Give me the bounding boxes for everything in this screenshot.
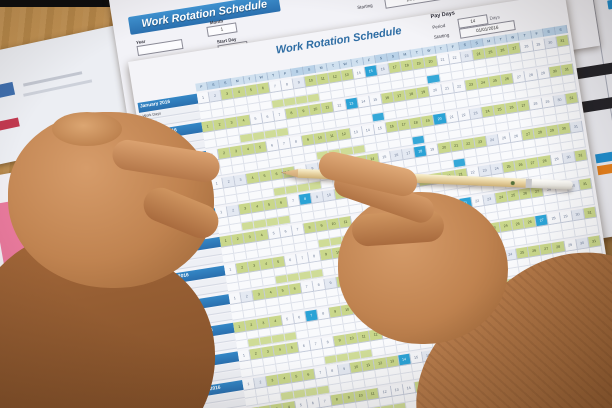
starting-label: Starting (356, 2, 373, 11)
back-sheet-title-banner: Work Rotation Schedule (127, 0, 281, 35)
sub-cell (568, 110, 582, 121)
blue-chart-mark (0, 81, 16, 100)
pencil-sharpened-tip (281, 168, 299, 178)
sub-cell (572, 139, 586, 150)
period-unit: Days (489, 14, 501, 21)
sub-cell (559, 53, 573, 64)
pencil-end-cap (531, 178, 573, 190)
weekday-cell: S (554, 24, 568, 35)
legend-swatch-blue (595, 151, 612, 164)
left-knuckle (52, 112, 122, 146)
legend-swatch-orange (596, 163, 612, 176)
sub-cell (581, 196, 595, 207)
gantt-bar-blue (607, 0, 612, 10)
pd-starting-label: Starting (433, 32, 450, 40)
sub-cell (563, 82, 577, 93)
sub-cell (577, 168, 591, 178)
desk-edge-shadow-top (0, 0, 170, 7)
period-label: Period (431, 22, 446, 30)
sub-cell (586, 225, 600, 236)
starting-field: 14/02/2016 (384, 0, 451, 9)
red-chart-mark (0, 117, 20, 133)
